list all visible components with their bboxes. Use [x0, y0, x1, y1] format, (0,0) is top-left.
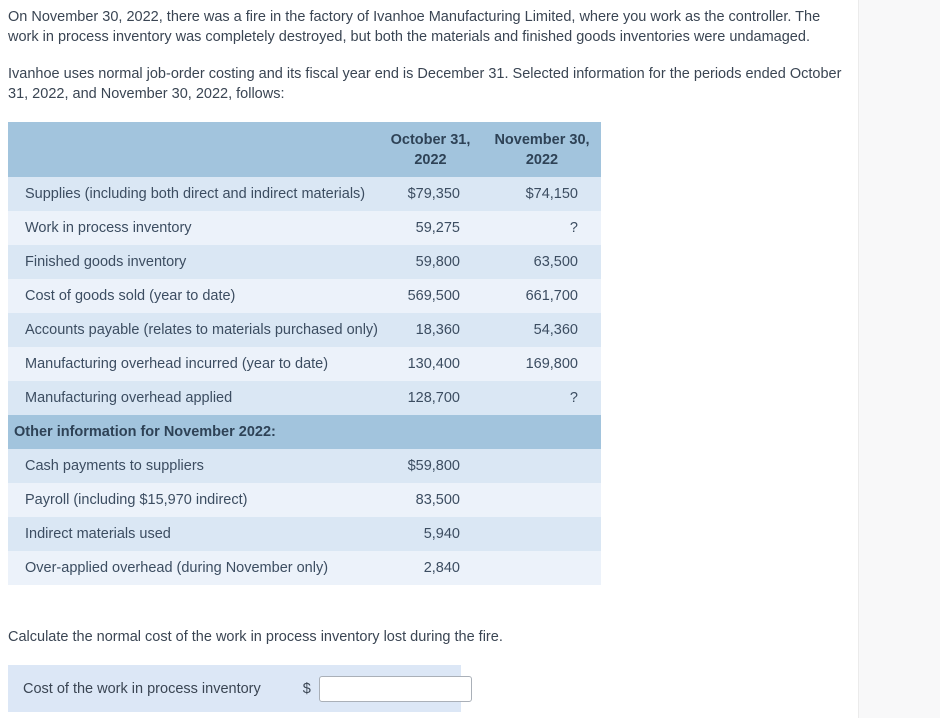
- answer-label: Cost of the work in process inventory: [23, 680, 261, 697]
- row-label: Work in process inventory: [8, 211, 378, 245]
- table-header-empty-cell: [8, 122, 378, 177]
- table-row-supplies: Supplies (including both direct and indi…: [8, 177, 601, 211]
- row-oct-value: 569,500: [378, 279, 483, 313]
- row-oct-value: $79,350: [378, 177, 483, 211]
- row-nov-value: 63,500: [483, 245, 601, 279]
- row-oct-value: 18,360: [378, 313, 483, 347]
- page-right-gutter: [858, 0, 940, 718]
- row-oct-value: 130,400: [378, 347, 483, 381]
- row-label: Finished goods inventory: [8, 245, 378, 279]
- currency-symbol: $: [302, 680, 311, 697]
- table-header-october: October 31, 2022: [378, 122, 483, 177]
- table-row-finished-goods: Finished goods inventory 59,800 63,500: [8, 245, 601, 279]
- intro-paragraph-1: On November 30, 2022, there was a fire i…: [8, 9, 821, 45]
- row-nov-value: 169,800: [483, 347, 601, 381]
- answer-input[interactable]: [318, 675, 472, 702]
- row-oct-value: 59,275: [378, 211, 483, 245]
- table-row-wip-inventory: Work in process inventory 59,275 ?: [8, 211, 601, 245]
- row-oct-value: 128,700: [378, 381, 483, 415]
- table-section-header: Other information for November 2022:: [8, 415, 601, 449]
- table-row-overhead-applied: Manufacturing overhead applied 128,700 ?: [8, 381, 601, 415]
- table-header-november: November 30, 2022: [483, 122, 601, 177]
- row-label: Indirect materials used: [8, 517, 378, 551]
- table-row-accounts-payable: Accounts payable (relates to materials p…: [8, 313, 601, 347]
- row-value: $59,800: [378, 449, 483, 483]
- row-label: Cost of goods sold (year to date): [8, 279, 378, 313]
- row-label: Over-applied overhead (during November o…: [8, 551, 378, 585]
- intro-paragraph-2: Ivanhoe uses normal job-order costing an…: [8, 66, 842, 102]
- row-oct-value: 59,800: [378, 245, 483, 279]
- row-label: Accounts payable (relates to materials p…: [8, 313, 378, 347]
- table-section-header-row: Other information for November 2022:: [8, 415, 601, 449]
- table-row-overhead-incurred: Manufacturing overhead incurred (year to…: [8, 347, 601, 381]
- row-nov-value: 661,700: [483, 279, 601, 313]
- row-label: Cash payments to suppliers: [8, 449, 378, 483]
- table-row-overapplied-overhead: Over-applied overhead (during November o…: [8, 551, 601, 585]
- assignment-content: On November 30, 2022, there was a fire i…: [8, 0, 858, 718]
- table-row-cogs: Cost of goods sold (year to date) 569,50…: [8, 279, 601, 313]
- row-label: Payroll (including $15,970 indirect): [8, 483, 378, 517]
- row-nov-value: ?: [483, 211, 601, 245]
- question-text: Calculate the normal cost of the work in…: [8, 629, 503, 645]
- table-row-payroll: Payroll (including $15,970 indirect) 83,…: [8, 483, 601, 517]
- row-nov-value: ?: [483, 381, 601, 415]
- row-label: Manufacturing overhead incurred (year to…: [8, 347, 378, 381]
- row-value: 2,840: [378, 551, 483, 585]
- row-nov-value: 54,360: [483, 313, 601, 347]
- row-nov-value: $74,150: [483, 177, 601, 211]
- row-value: 5,940: [378, 517, 483, 551]
- table-row-indirect-materials: Indirect materials used 5,940: [8, 517, 601, 551]
- inventory-table: October 31, 2022 November 30, 2022 Suppl…: [8, 122, 601, 585]
- row-value: 83,500: [378, 483, 483, 517]
- table-header-row: October 31, 2022 November 30, 2022: [8, 122, 601, 177]
- table-row-cash-payments: Cash payments to suppliers $59,800: [8, 449, 601, 483]
- row-label: Supplies (including both direct and indi…: [8, 177, 378, 211]
- answer-box: Cost of the work in process inventory $: [8, 665, 472, 712]
- row-label: Manufacturing overhead applied: [8, 381, 378, 415]
